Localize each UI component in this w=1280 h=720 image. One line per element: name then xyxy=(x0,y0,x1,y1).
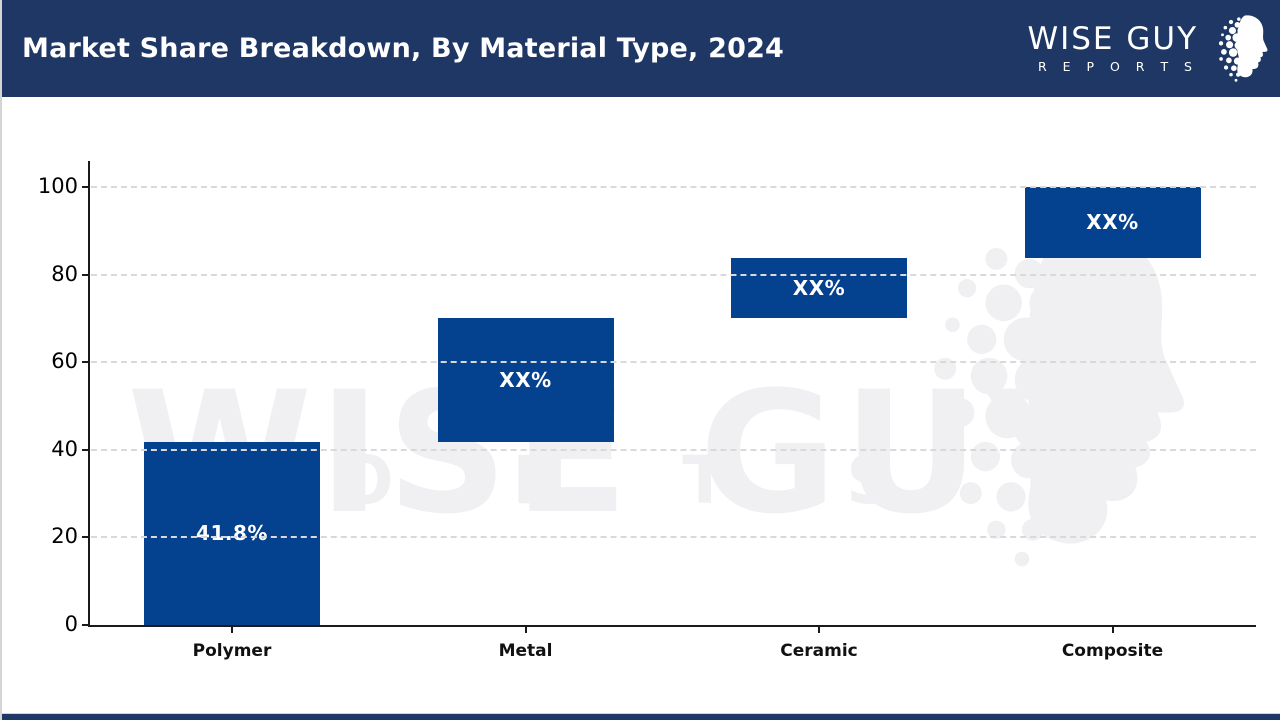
gridline-60 xyxy=(91,361,1256,364)
x-tick-ceramic xyxy=(818,625,820,633)
footer-bar xyxy=(2,714,1280,720)
x-tick-polymer xyxy=(231,625,233,633)
y-tick-0 xyxy=(82,624,90,626)
wise-guy-logo: WISE GUY R E P O R T S xyxy=(1027,9,1268,89)
gridline-40 xyxy=(91,448,1256,451)
chart-plot-area: WISE GUY P O R T S 41.8% Polymer XX% Metal X… xyxy=(2,97,1280,714)
x-tick-label-metal: Metal xyxy=(498,641,553,661)
logo-text: WISE GUY R E P O R T S xyxy=(1027,20,1198,74)
y-tick-label-20: 20 xyxy=(51,524,78,549)
dotted-face-logo-icon xyxy=(1204,9,1268,89)
bar-value-label: XX% xyxy=(792,276,846,301)
footer-divider xyxy=(2,713,1280,714)
gridline-80 xyxy=(91,273,1256,276)
y-tick-label-100: 100 xyxy=(37,174,78,198)
y-tick-label-80: 80 xyxy=(51,261,78,286)
bar-value-label: 41.8% xyxy=(196,521,268,546)
y-tick-80 xyxy=(82,273,90,276)
bar-composite: XX% xyxy=(1024,187,1201,258)
gridline-20 xyxy=(91,536,1256,539)
logo-subtext: R E P O R T S xyxy=(1037,58,1198,74)
y-tick-label-60: 60 xyxy=(51,349,78,374)
bar-ceramic: XX% xyxy=(731,257,907,319)
x-tick-label-polymer: Polymer xyxy=(192,641,272,661)
logo-wordmark: WISE GUY xyxy=(1027,20,1198,57)
x-tick-label-ceramic: Ceramic xyxy=(780,641,858,661)
x-axis-line xyxy=(88,625,1256,627)
bar-polymer: 41.8% xyxy=(144,441,320,625)
x-tick-label-composite: Composite xyxy=(1061,641,1164,661)
y-tick-label-0: 0 xyxy=(64,612,78,636)
x-tick-composite xyxy=(1111,625,1114,633)
header-band: Market Share Breakdown, By Material Type… xyxy=(2,0,1280,97)
chart-title: Market Share Breakdown, By Material Type… xyxy=(22,33,785,64)
bar-value-label: XX% xyxy=(1086,210,1139,235)
y-tick-20 xyxy=(82,536,90,539)
y-tick-100 xyxy=(82,186,90,188)
bar-value-label: XX% xyxy=(499,368,552,393)
bar-metal: XX% xyxy=(437,318,614,442)
y-tick-label-40: 40 xyxy=(51,436,78,461)
y-tick-60 xyxy=(82,361,90,364)
y-tick-40 xyxy=(82,448,90,451)
gridline-100 xyxy=(91,186,1256,188)
y-axis-line xyxy=(88,161,90,627)
x-tick-metal xyxy=(524,625,527,633)
